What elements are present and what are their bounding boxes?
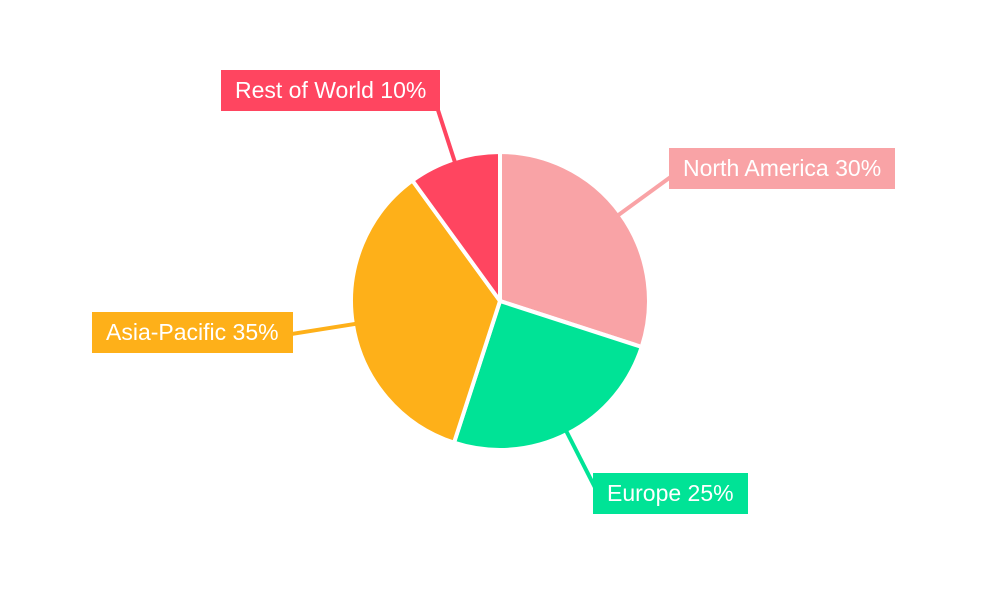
slice-label-north-america: North America 30% [669, 148, 896, 189]
leader-line-north-america [616, 174, 674, 217]
slice-label-rest-of-world: Rest of World 10% [221, 70, 441, 111]
slice-label-asia-pacific: Asia-Pacific 35% [92, 312, 293, 353]
leader-line-europe [564, 430, 599, 492]
slice-label-europe: Europe 25% [593, 473, 748, 514]
leader-line-asia-pacific [289, 321, 357, 337]
